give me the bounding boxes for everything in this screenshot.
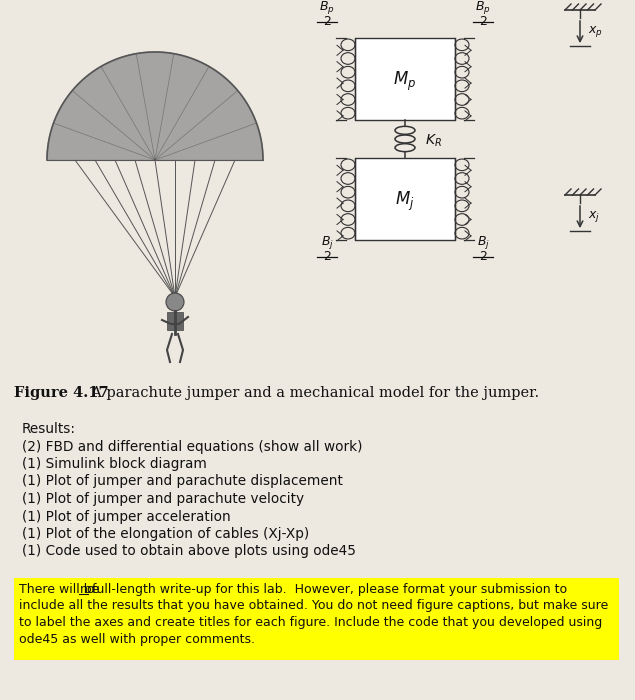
Text: (1) Plot of the elongation of cables (Xj-Xp): (1) Plot of the elongation of cables (Xj… (22, 527, 309, 541)
Text: $x_j$: $x_j$ (588, 209, 600, 225)
Text: 2: 2 (479, 250, 487, 263)
Text: $K_R$: $K_R$ (425, 133, 442, 149)
Bar (355, 38, 455, 120)
Text: 2: 2 (323, 15, 331, 28)
Text: $B_j$: $B_j$ (321, 234, 333, 251)
Text: no: no (79, 583, 95, 596)
Bar (355, 158, 455, 240)
Text: $M_p$: $M_p$ (394, 69, 417, 92)
Text: to label the axes and create titles for each figure. Include the code that you d: to label the axes and create titles for … (19, 616, 602, 629)
Text: A parachute jumper and a mechanical model for the jumper.: A parachute jumper and a mechanical mode… (82, 386, 539, 400)
Text: ode45 as well with proper comments.: ode45 as well with proper comments. (19, 633, 255, 645)
Text: There will be: There will be (19, 583, 104, 596)
Polygon shape (47, 52, 263, 160)
Text: $B_p$: $B_p$ (319, 0, 335, 16)
Text: (1) Simulink block diagram: (1) Simulink block diagram (22, 457, 207, 471)
Text: (2) FBD and differential equations (show all work): (2) FBD and differential equations (show… (22, 440, 363, 454)
Text: full-length write-up for this lab.  However, please format your submission to: full-length write-up for this lab. Howev… (88, 583, 568, 596)
Text: 2: 2 (323, 250, 331, 263)
Text: Figure 4.17: Figure 4.17 (14, 386, 109, 400)
Text: (1) Code used to obtain above plots using ode45: (1) Code used to obtain above plots usin… (22, 545, 356, 559)
Text: $x_p$: $x_p$ (588, 25, 603, 39)
Text: $B_j$: $B_j$ (476, 234, 490, 251)
Bar (167, 312, 183, 330)
Text: $M_j$: $M_j$ (395, 190, 415, 213)
Text: include all the results that you have obtained. You do not need figure captions,: include all the results that you have ob… (19, 599, 608, 612)
Circle shape (166, 293, 184, 311)
Text: $B_p$: $B_p$ (475, 0, 491, 16)
Text: (1) Plot of jumper and parachute displacement: (1) Plot of jumper and parachute displac… (22, 475, 343, 489)
Bar (14, 578, 619, 660)
Text: (1) Plot of jumper and parachute velocity: (1) Plot of jumper and parachute velocit… (22, 492, 304, 506)
Text: Results:: Results: (22, 422, 76, 436)
Text: (1) Plot of jumper acceleration: (1) Plot of jumper acceleration (22, 510, 231, 524)
Text: 2: 2 (479, 15, 487, 28)
